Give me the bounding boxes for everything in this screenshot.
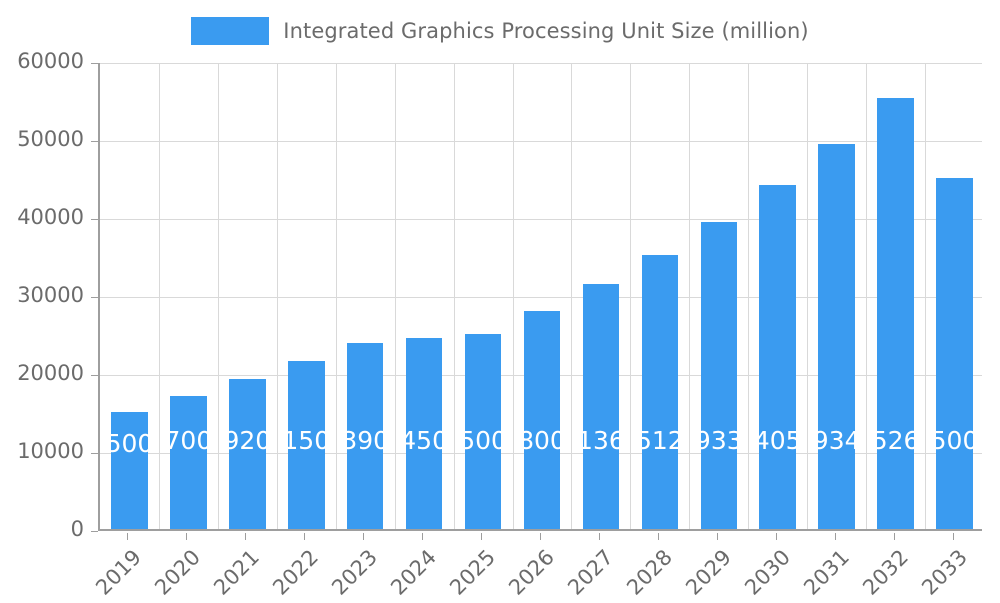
legend-color-swatch (191, 17, 270, 45)
x-tick-label: 2024 (386, 545, 442, 600)
x-tick-mark (127, 533, 129, 540)
y-tick-label: 20000 (17, 361, 84, 385)
bar[interactable]: 15000 (111, 412, 148, 529)
bar-value-label: 39330 (700, 426, 738, 455)
bar-value-label: 19200 (229, 426, 266, 455)
y-tick-label: 50000 (17, 127, 84, 151)
x-tick-label: 2021 (209, 545, 265, 600)
x-tick-label: 2020 (150, 545, 206, 600)
bar-value-label: 15000 (111, 429, 148, 459)
bar[interactable]: 19200 (229, 379, 266, 529)
bar-value-label: 17000 (170, 426, 207, 455)
x-tick-mark (186, 533, 188, 540)
x-tick-mark (422, 533, 424, 540)
x-tick-label: 2028 (622, 545, 677, 600)
x-tick-mark (304, 533, 306, 540)
bar[interactable]: 35120 (641, 255, 679, 529)
legend-label: Integrated Graphics Processing Unit Size… (283, 19, 809, 43)
bar-value-label: 31360 (582, 426, 620, 455)
x-tick-mark (893, 533, 895, 540)
x-tick-label: 2019 (91, 545, 147, 600)
bar[interactable]: 17000 (170, 396, 207, 529)
x-tick-mark (481, 533, 483, 540)
bar-value-label: 55260 (877, 426, 914, 455)
x-tick-mark (775, 533, 777, 540)
x-tick-mark (716, 533, 718, 540)
y-tick-label: 0 (70, 517, 84, 541)
bar-value-label: 44050 (759, 426, 796, 455)
y-tick-mark (91, 453, 98, 454)
x-tick-mark (245, 533, 247, 540)
x-tick-label: 2027 (563, 545, 618, 600)
bar[interactable]: 31360 (582, 284, 620, 529)
x-tick-label: 2030 (739, 545, 795, 600)
bar[interactable]: 45000 (936, 178, 973, 529)
x-tick-mark (657, 533, 659, 540)
bar[interactable]: 49340 (818, 144, 855, 529)
y-tick-mark (91, 297, 98, 298)
x-tick-label: 2022 (268, 545, 324, 600)
bar[interactable]: 28000 (523, 310, 561, 529)
plot-area: 15000 17000 19200 21500 23900 24500 25000 28000… (98, 63, 982, 531)
y-tick-mark (91, 375, 98, 376)
x-tick-label: 2032 (857, 545, 913, 600)
x-tick-label: 2025 (445, 545, 501, 600)
bar[interactable]: 55260 (877, 97, 914, 529)
bar-value-label: 49340 (818, 426, 855, 455)
x-tick-label: 2033 (916, 545, 972, 600)
y-tick-mark (91, 531, 98, 532)
x-tick-label: 2023 (327, 545, 383, 600)
bar-value-label: 24500 (405, 426, 443, 455)
x-tick-label: 2029 (680, 545, 736, 600)
bar[interactable]: 39330 (700, 222, 738, 529)
bar[interactable]: 44050 (759, 185, 796, 529)
bar-value-label: 25000 (464, 426, 502, 455)
bar[interactable]: 24500 (405, 337, 443, 529)
bars-layer: 15000 17000 19200 21500 23900 24500 25000 28000… (100, 63, 982, 529)
x-tick-mark (598, 533, 600, 540)
bar-value-label: 45000 (936, 426, 973, 455)
y-tick-label: 60000 (17, 49, 84, 73)
x-tick-mark (834, 533, 836, 540)
y-tick-label: 30000 (17, 283, 84, 307)
bar-value-label: 35120 (641, 426, 679, 455)
x-tick-label: 2031 (798, 545, 854, 600)
y-tick-mark (91, 63, 98, 64)
bar[interactable]: 23900 (346, 342, 384, 529)
bar[interactable]: 21500 (287, 361, 325, 529)
bar-value-label: 28000 (523, 426, 561, 455)
y-tick-mark (91, 219, 98, 220)
bar[interactable]: 25000 (464, 334, 502, 529)
y-tick-mark (91, 141, 98, 142)
y-tick-label: 10000 (17, 439, 84, 463)
chart-legend: Integrated Graphics Processing Unit Size… (0, 10, 1000, 52)
bar-value-label: 21500 (287, 426, 325, 455)
x-tick-mark (952, 533, 954, 540)
x-tick-mark (363, 533, 365, 540)
x-tick-mark (540, 533, 541, 540)
bar-value-label: 23900 (346, 426, 384, 455)
y-tick-label: 40000 (17, 205, 84, 229)
x-tick-label: 2026 (504, 545, 559, 600)
legend-item-igpu-size[interactable]: Integrated Graphics Processing Unit Size… (191, 17, 809, 45)
